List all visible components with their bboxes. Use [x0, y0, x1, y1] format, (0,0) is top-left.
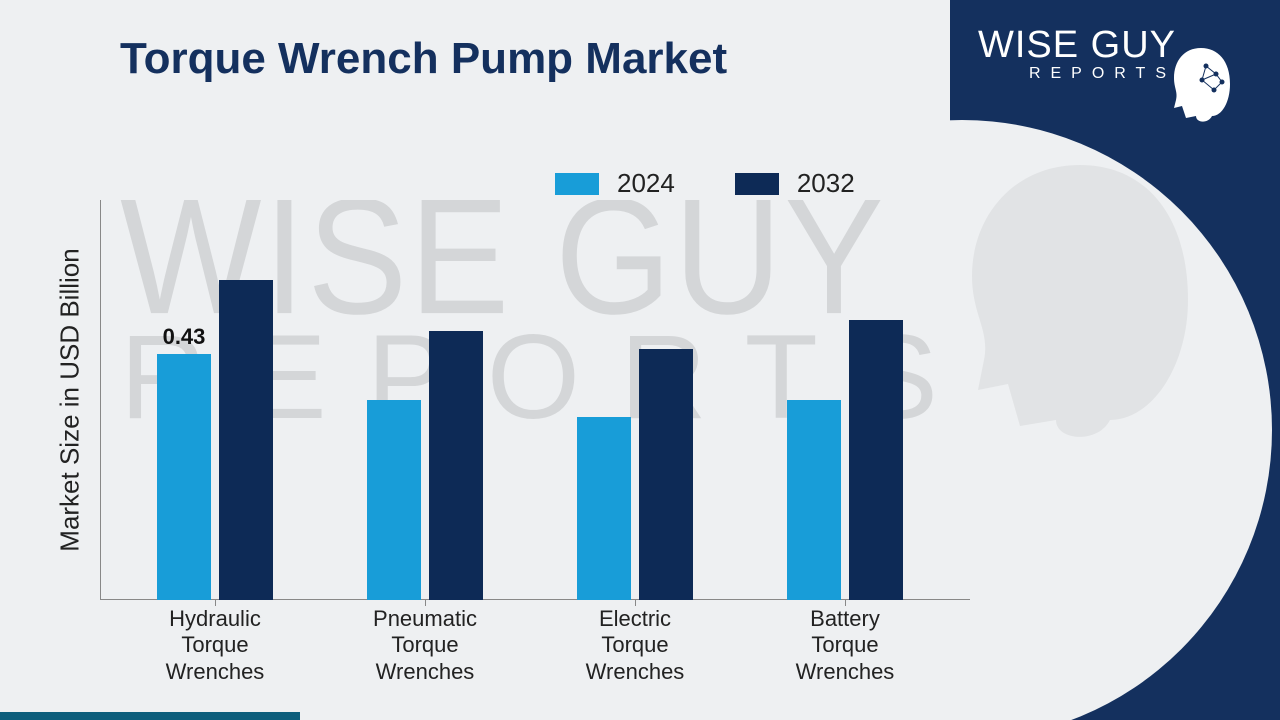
legend-label-2024: 2024: [617, 168, 675, 199]
bar: [429, 331, 483, 600]
legend-item-2024: 2024: [555, 168, 675, 199]
chart-plot-area: HydraulicTorqueWrenchesPneumaticTorqueWr…: [100, 200, 970, 600]
legend-label-2032: 2032: [797, 168, 855, 199]
y-axis: [100, 200, 101, 600]
value-label: 0.43: [163, 324, 206, 350]
bottom-accent-bar: [0, 712, 300, 720]
bar: [639, 349, 693, 600]
bar: [367, 400, 421, 600]
bar: [787, 400, 841, 600]
logo-text-top: WISE GUY: [978, 26, 1176, 64]
legend-swatch-2032: [735, 173, 779, 195]
category-label: ElectricTorqueWrenches: [555, 606, 715, 685]
page-root: WISE GUY REPORTS WISE GUY REPORTS Torque…: [0, 0, 1280, 720]
category-label: PneumaticTorqueWrenches: [345, 606, 505, 685]
head-icon: [1166, 46, 1236, 126]
brand-logo: WISE GUY REPORTS: [978, 26, 1256, 82]
legend-swatch-2024: [555, 173, 599, 195]
bar: [219, 280, 273, 600]
legend: 2024 2032: [555, 168, 855, 199]
legend-item-2032: 2032: [735, 168, 855, 199]
chart-title: Torque Wrench Pump Market: [120, 34, 727, 84]
logo-text-bottom: REPORTS: [978, 66, 1176, 82]
category-label: BatteryTorqueWrenches: [765, 606, 925, 685]
bar: [157, 354, 211, 600]
category-label: HydraulicTorqueWrenches: [135, 606, 295, 685]
bar: [577, 417, 631, 600]
bar: [849, 320, 903, 600]
y-axis-label: Market Size in USD Billion: [55, 248, 86, 551]
